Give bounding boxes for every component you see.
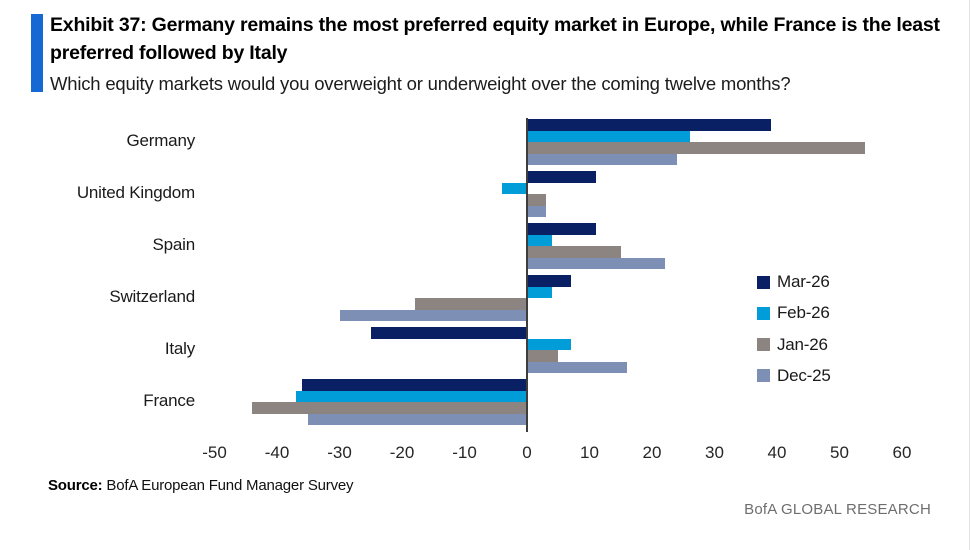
bar-united-kingdom-dec-25: [527, 205, 546, 217]
category-label-italy: Italy: [164, 339, 195, 358]
chart-header: Exhibit 37: Germany remains the most pre…: [50, 11, 940, 97]
exhibit-title: Exhibit 37: Germany remains the most pre…: [50, 14, 940, 64]
x-tick-label: 30: [705, 443, 724, 462]
source-label: Source:: [48, 477, 103, 494]
x-tick-label: 60: [892, 443, 912, 462]
bar-spain-mar-26: [527, 223, 596, 235]
bar-france-jan-26: [252, 402, 527, 414]
bar-france-mar-26: [302, 379, 527, 391]
bar-italy-jan-26: [527, 350, 559, 362]
legend-label: Feb-26: [777, 303, 830, 323]
category-label-germany: Germany: [126, 131, 195, 150]
bar-germany-jan-26: [527, 142, 865, 154]
x-tick-label: 0: [522, 443, 532, 462]
source-text: BofA European Fund Manager Survey: [102, 477, 354, 494]
bar-germany-feb-26: [527, 130, 690, 142]
bar-spain-jan-26: [527, 246, 621, 258]
legend-item-jan-26: Jan-26: [757, 335, 828, 355]
x-tick-label: -50: [202, 443, 227, 462]
bar-france-feb-26: [295, 390, 527, 402]
category-label-france: France: [143, 391, 195, 410]
legend-item-feb-26: Feb-26: [757, 303, 830, 323]
bar-france-dec-25: [308, 413, 527, 425]
bar-united-kingdom-jan-26: [527, 194, 546, 206]
x-tick-label: -40: [264, 443, 290, 462]
feb-26-legend-swatch: [757, 306, 770, 320]
bar-germany-dec-25: [527, 153, 677, 165]
brand-footer: BofA GLOBAL RESEARCH: [744, 501, 931, 518]
bar-spain-feb-26: [527, 234, 552, 246]
x-tick-label: 20: [642, 443, 662, 462]
exhibit-accent-bar: [31, 14, 43, 92]
x-tick-label: 40: [767, 443, 787, 462]
legend-label: Dec-25: [777, 365, 831, 385]
bar-united-kingdom-feb-26: [502, 182, 527, 194]
zero-axis-line: [526, 118, 528, 432]
legend-label: Jan-26: [777, 334, 828, 354]
x-tick-label: 50: [830, 443, 849, 462]
x-tick-label: -10: [452, 443, 477, 462]
legend-label: Mar-26: [777, 272, 830, 291]
bar-switzerland-jan-26: [414, 298, 527, 310]
bar-switzerland-feb-26: [527, 286, 552, 298]
survey-question-subtitle: Which equity markets would you overweigh…: [50, 73, 791, 94]
bar-italy-feb-26: [527, 338, 571, 350]
mar-26-legend-swatch: [757, 275, 770, 289]
category-label-united-kingdom: United Kingdom: [76, 183, 195, 202]
category-label-switzerland: Switzerland: [109, 287, 195, 306]
bar-italy-dec-25: [527, 361, 627, 373]
x-tick-label: 10: [580, 443, 599, 462]
bar-spain-dec-25: [527, 257, 665, 269]
bar-switzerland-dec-25: [339, 309, 527, 321]
jan-26-legend-swatch: [757, 338, 770, 352]
dec-25-legend-swatch: [757, 369, 770, 383]
bar-united-kingdom-mar-26: [527, 171, 596, 183]
legend-item-mar-26: Mar-26: [757, 272, 830, 292]
bar-germany-mar-26: [527, 119, 771, 131]
bar-italy-mar-26: [370, 327, 527, 339]
category-label-spain: Spain: [152, 235, 196, 254]
legend-item-dec-25: Dec-25: [757, 366, 831, 386]
source-note: Source: BofA European Fund Manager Surve…: [48, 477, 354, 494]
bar-switzerland-mar-26: [527, 275, 571, 287]
x-tick-label: -30: [327, 443, 352, 462]
x-tick-label: -20: [389, 443, 415, 462]
